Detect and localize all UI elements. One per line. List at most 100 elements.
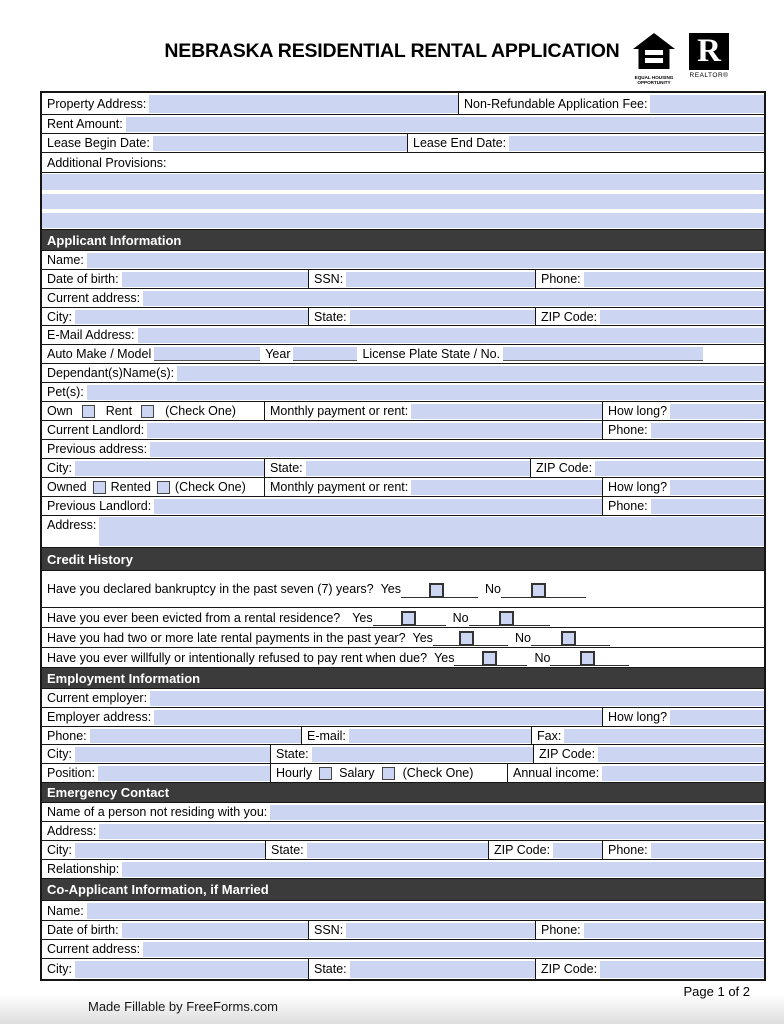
pets-row: Pet(s): xyxy=(42,382,764,401)
prev-state-input[interactable] xyxy=(305,460,530,476)
lease-end-input[interactable] xyxy=(509,135,764,151)
coapplicant-section-header: Co-Applicant Information, if Married xyxy=(42,878,764,900)
applicant-phone-input[interactable] xyxy=(583,271,764,287)
late-payments-yes-checkbox[interactable] xyxy=(458,631,474,646)
bankruptcy-yes-checkbox[interactable] xyxy=(428,582,444,598)
phone-label: Phone: xyxy=(42,728,90,743)
evicted-yes-checkbox[interactable] xyxy=(400,611,416,626)
owned-rented-row: Owned Rented (Check One) Monthly payment… xyxy=(42,477,764,496)
emergency-address-input[interactable] xyxy=(99,823,764,839)
late-payments-no-checkbox[interactable] xyxy=(560,631,576,646)
auto-year-label: Year xyxy=(260,347,294,361)
coapplicant-name-input[interactable] xyxy=(86,902,764,919)
email-label: E-Mail Address: xyxy=(42,328,138,342)
equal-housing-logo: EQUAL HOUSING OPPORTUNITY xyxy=(631,33,677,86)
auto-make-model-input[interactable] xyxy=(154,347,261,361)
zip-label: ZIP Code: xyxy=(489,843,554,857)
applicant-dob-input[interactable] xyxy=(121,271,308,287)
emergency-phone-input[interactable] xyxy=(650,842,764,858)
applicant-email-input[interactable] xyxy=(137,327,764,343)
prev-zip-input[interactable] xyxy=(595,460,764,476)
rented-checkbox[interactable] xyxy=(156,480,170,494)
zip-label: ZIP Code: xyxy=(534,747,599,761)
hourly-label: Hourly xyxy=(271,766,316,780)
previous-address-input[interactable] xyxy=(150,441,764,457)
evicted-question-row: Have you ever been evicted from a rental… xyxy=(42,607,764,627)
applicant-zip-input[interactable] xyxy=(600,309,764,324)
lease-begin-input[interactable] xyxy=(152,135,407,151)
prev-how-long-input[interactable] xyxy=(670,479,764,495)
salary-checkbox[interactable] xyxy=(381,766,395,780)
additional-provisions-input-2[interactable] xyxy=(42,194,764,209)
emergency-name-input[interactable] xyxy=(270,804,764,820)
zip-label: ZIP Code: xyxy=(536,309,601,324)
coapplicant-dob-input[interactable] xyxy=(121,922,308,938)
applicant-ssn-input[interactable] xyxy=(346,271,535,287)
refused-rent-yes-checkbox[interactable] xyxy=(482,651,498,666)
evicted-no-checkbox[interactable] xyxy=(498,611,514,626)
previous-address-label: Previous address: xyxy=(42,442,151,456)
rent-amount-input[interactable] xyxy=(125,116,764,132)
applicant-name-input[interactable] xyxy=(86,252,764,268)
credit-section-header: Credit History xyxy=(42,547,764,570)
prev-monthly-payment-input[interactable] xyxy=(411,479,602,495)
auto-row: Auto Make / Model Year License Plate Sta… xyxy=(42,344,764,363)
check-one-label: (Check One) xyxy=(398,766,477,780)
dependants-label: Dependant(s)Name(s): xyxy=(42,366,178,380)
employment-fax-input[interactable] xyxy=(564,728,764,743)
current-employer-input[interactable] xyxy=(150,690,764,706)
coapplicant-zip-input[interactable] xyxy=(600,960,764,978)
additional-provisions-input-3[interactable] xyxy=(42,213,764,228)
employment-state-input[interactable] xyxy=(311,746,533,762)
current-landlord-input[interactable] xyxy=(147,422,602,438)
previous-landlord-row: Previous Landlord: Phone: xyxy=(42,496,764,515)
refused-rent-no-checkbox[interactable] xyxy=(580,651,596,666)
emergency-state-input[interactable] xyxy=(306,842,488,858)
how-long-input[interactable] xyxy=(670,403,764,419)
no-label: No xyxy=(452,610,469,625)
prev-landlord-address-input[interactable] xyxy=(99,517,764,546)
no-label: No xyxy=(514,630,531,645)
applicant-state-input[interactable] xyxy=(349,309,535,324)
coapplicant-state-input[interactable] xyxy=(349,960,535,978)
auto-year-input[interactable] xyxy=(293,347,358,361)
coapplicant-current-address-input[interactable] xyxy=(143,941,764,957)
position-input[interactable] xyxy=(97,765,270,781)
rent-checkbox[interactable] xyxy=(141,404,155,418)
bankruptcy-no-checkbox[interactable] xyxy=(530,582,546,598)
employment-phone-input[interactable] xyxy=(89,728,301,743)
owned-checkbox[interactable] xyxy=(92,480,106,494)
employer-address-input[interactable] xyxy=(154,709,602,725)
employment-zip-input[interactable] xyxy=(598,746,764,762)
applicant-city-input[interactable] xyxy=(75,309,308,324)
applicant-current-address-input[interactable] xyxy=(143,290,764,306)
additional-provisions-input-1[interactable] xyxy=(42,174,764,190)
employment-email-input[interactable] xyxy=(348,728,531,743)
relationship-input[interactable] xyxy=(122,861,764,877)
license-plate-input[interactable] xyxy=(503,347,704,361)
fax-label: Fax: xyxy=(532,728,565,743)
dependants-input[interactable] xyxy=(177,365,764,381)
own-checkbox[interactable] xyxy=(81,404,95,418)
property-address-input[interactable] xyxy=(149,94,458,113)
prev-city-input[interactable] xyxy=(75,460,264,476)
state-label: State: xyxy=(271,747,312,761)
emergency-city-input[interactable] xyxy=(75,842,265,858)
previous-address-row: Previous address: xyxy=(42,439,764,458)
previous-landlord-input[interactable] xyxy=(154,498,602,514)
coapplicant-ssn-input[interactable] xyxy=(346,922,535,938)
annual-income-input[interactable] xyxy=(602,765,764,781)
coapplicant-city-input[interactable] xyxy=(75,960,308,978)
hourly-checkbox[interactable] xyxy=(319,766,333,780)
employment-how-long-input[interactable] xyxy=(670,709,764,725)
pets-input[interactable] xyxy=(86,384,764,400)
emergency-zip-input[interactable] xyxy=(553,842,602,858)
previous-landlord-phone-input[interactable] xyxy=(650,498,764,514)
current-landlord-phone-input[interactable] xyxy=(650,422,764,438)
application-fee-input[interactable] xyxy=(650,94,764,113)
employment-city-input[interactable] xyxy=(75,746,270,762)
coapplicant-phone-input[interactable] xyxy=(583,922,764,938)
current-employer-label: Current employer: xyxy=(42,691,151,705)
monthly-payment-input[interactable] xyxy=(411,403,602,419)
ssn-label: SSN: xyxy=(309,272,347,286)
